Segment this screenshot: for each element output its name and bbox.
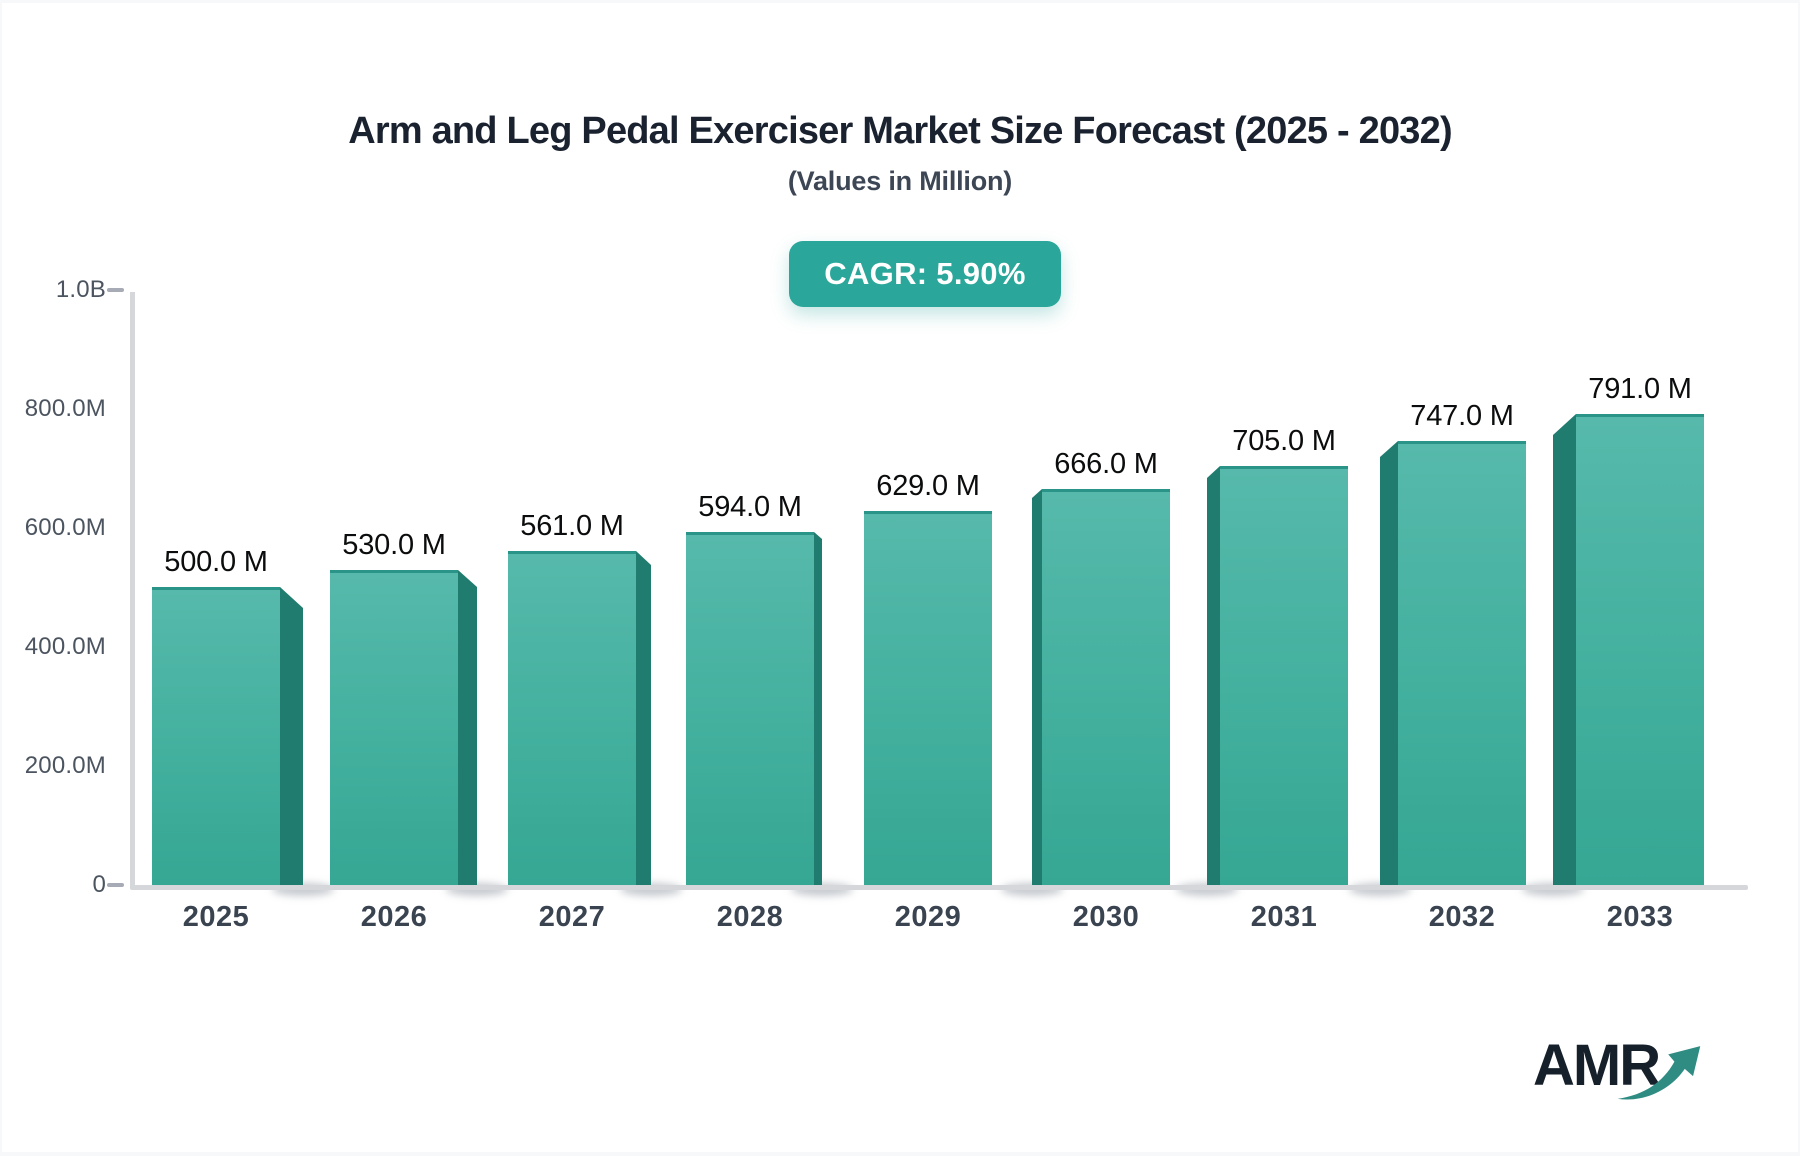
bar-2028	[686, 532, 814, 885]
bar-2027	[508, 551, 636, 885]
x-axis-label-2033: 2033	[1606, 901, 1674, 933]
y-axis-label-600.0M: 600.0M	[24, 514, 106, 541]
bar-value-label-2026: 530.0 M	[342, 529, 446, 561]
bar-value-label-2025: 500.0 M	[164, 546, 268, 578]
chart-subtitle: (Values in Million)	[787, 166, 1013, 196]
y-axis-line	[130, 292, 135, 887]
y-axis-label-0: 0	[92, 871, 106, 898]
x-axis-label-2029: 2029	[894, 901, 962, 933]
x-axis-label-2031: 2031	[1250, 901, 1318, 933]
chart-header: Arm and Leg Pedal Exerciser Market Size …	[2, 3, 1798, 307]
bar-2031	[1220, 466, 1348, 885]
bar-2030	[1042, 489, 1170, 885]
bar-side-face	[458, 570, 477, 885]
bar-side-face	[636, 551, 651, 885]
bar-side-face	[1553, 414, 1576, 885]
cagr-badge: CAGR: 5.90%	[789, 241, 1061, 307]
bar-chart: 1.0B 800.0M 600.0M 400.0M 200.0M 0 500.0 M 530…	[2, 3, 1798, 1152]
y-axis-label-400.0M: 400.0M	[24, 633, 106, 660]
bar-value-label-2027: 561.0 M	[520, 510, 624, 542]
bar-value-label-2033: 791.0 M	[1588, 373, 1692, 405]
bar-value-label-2029: 629.0 M	[876, 470, 980, 502]
x-axis-label-2026: 2026	[360, 901, 428, 933]
bar-2032	[1398, 441, 1526, 885]
y-axis-label-1.0B: 1.0B	[55, 276, 106, 303]
bar-value-label-2028: 594.0 M	[698, 491, 802, 523]
bar-2033	[1576, 414, 1704, 885]
amr-logo: AMR	[1533, 1035, 1713, 1110]
x-axis-label-2025: 2025	[182, 901, 250, 933]
x-axis-label-2032: 2032	[1428, 901, 1496, 933]
x-axis-line	[130, 885, 1748, 890]
growth-arrow-icon	[1617, 1046, 1701, 1100]
chart-title: Arm and Leg Pedal Exerciser Market Size …	[348, 110, 1452, 152]
bar-side-face	[814, 532, 822, 885]
amr-logo-text: AMR	[1533, 1033, 1661, 1098]
x-axis-label-2027: 2027	[538, 901, 606, 933]
bar-side-face	[1207, 466, 1220, 885]
y-axis-label-800.0M: 800.0M	[24, 395, 106, 422]
y-axis-label-200.0M: 200.0M	[24, 752, 106, 779]
bar-2029	[864, 511, 992, 885]
bar-2025	[152, 587, 280, 885]
cagr-badge-row: CAGR: 5.90%	[2, 241, 1798, 307]
bar-value-label-2032: 747.0 M	[1410, 400, 1514, 432]
y-axis-tick-mark	[107, 288, 124, 292]
cagr-label: CAGR: 5.90%	[824, 256, 1026, 291]
bar-side-face	[1032, 489, 1042, 885]
bar-value-label-2031: 705.0 M	[1232, 425, 1336, 457]
x-axis-label-2028: 2028	[716, 901, 784, 933]
bar-side-face	[280, 587, 303, 885]
x-axis-label-2030: 2030	[1072, 901, 1140, 933]
chart-card: Arm and Leg Pedal Exerciser Market Size …	[2, 3, 1798, 1152]
bar-2026	[330, 570, 458, 885]
bar-side-face	[1380, 441, 1398, 885]
y-axis-tick-mark	[107, 883, 124, 887]
bar-value-label-2030: 666.0 M	[1054, 448, 1158, 480]
